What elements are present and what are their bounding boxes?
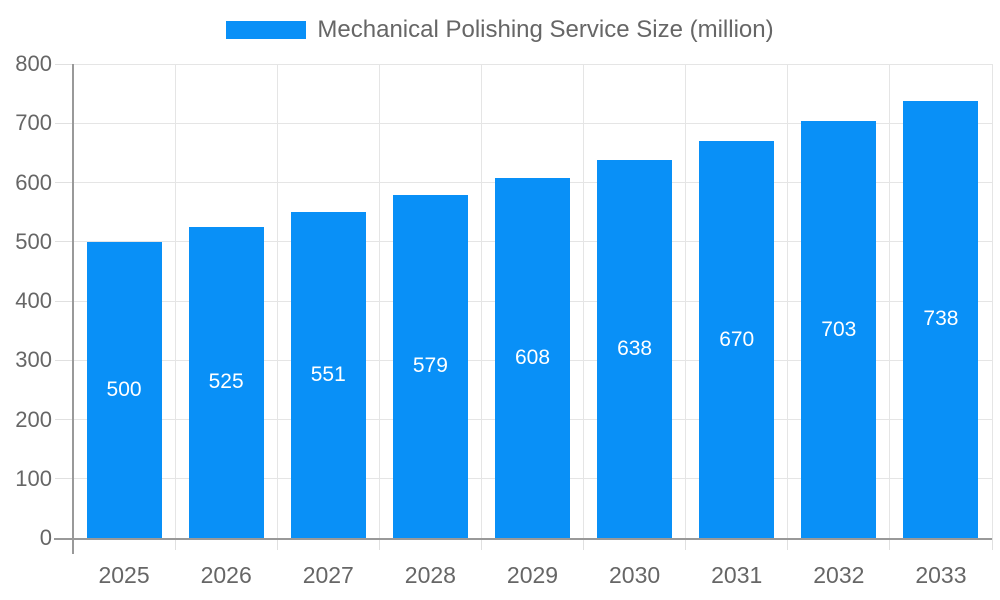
y-axis-tick	[55, 241, 73, 243]
y-tick-label: 300	[15, 347, 52, 373]
x-axis-tick	[889, 538, 891, 550]
legend-label[interactable]: Mechanical Polishing Service Size (milli…	[317, 16, 774, 43]
bar[interactable]: 525	[188, 226, 264, 538]
x-tick-label: 2032	[813, 562, 865, 588]
bar-value-label: 551	[310, 362, 346, 386]
x-axis-tick	[174, 538, 176, 550]
bar[interactable]: 738	[903, 100, 979, 538]
y-tick-label: 400	[15, 288, 52, 313]
y-tick-label: 0	[39, 525, 52, 550]
v-gridline	[991, 64, 993, 538]
bar-value-label: 500	[106, 377, 142, 401]
y-tick-label: 100	[15, 465, 52, 491]
y-axis-tick	[55, 182, 73, 183]
bar-value-label: 638	[617, 336, 653, 360]
bar-value-label: 703	[821, 317, 857, 341]
x-axis-tick	[378, 538, 380, 550]
y-tick-label: 600	[15, 169, 52, 195]
v-gridline	[583, 64, 585, 538]
bar-value-label: 525	[208, 370, 244, 394]
bar[interactable]: 579	[392, 194, 468, 538]
bar[interactable]: 551	[290, 211, 366, 538]
x-axis-line	[54, 538, 992, 540]
x-tick-label: 2025	[98, 562, 150, 588]
x-tick-label: 2028	[404, 562, 456, 588]
x-axis-tick	[991, 538, 993, 550]
bar[interactable]: 608	[495, 177, 570, 538]
v-gridline	[685, 64, 687, 538]
legend[interactable]: Mechanical Polishing Service Size (milli…	[0, 15, 1000, 45]
y-axis-tick	[55, 300, 73, 302]
bar-value-label: 608	[514, 345, 551, 369]
y-axis-tick	[55, 359, 73, 361]
bar[interactable]: 500	[86, 241, 162, 538]
x-tick-label: 2030	[609, 562, 661, 588]
x-axis-tick	[685, 538, 687, 550]
bar-value-label: 579	[412, 354, 448, 378]
bar-value-label: 738	[923, 307, 959, 331]
v-gridline	[480, 64, 482, 538]
x-tick-label: 2033	[915, 562, 967, 588]
y-tick-label: 500	[15, 228, 52, 254]
y-tick-label: 700	[15, 110, 52, 136]
y-axis-line	[72, 64, 74, 554]
x-axis-tick	[787, 538, 789, 550]
x-tick-label: 2031	[711, 562, 763, 588]
bar[interactable]: 703	[801, 121, 877, 538]
x-axis-tick	[480, 538, 482, 550]
x-tick-label: 2026	[200, 562, 252, 588]
x-tick-label: 2029	[506, 562, 559, 588]
bar-value-label: 670	[719, 327, 755, 351]
h-gridline	[73, 122, 992, 124]
x-tick-label: 2027	[302, 562, 354, 588]
h-gridline	[73, 63, 992, 65]
v-gridline	[276, 64, 278, 538]
x-axis-tick	[583, 538, 585, 550]
legend-swatch[interactable]	[226, 21, 307, 39]
bar[interactable]: 638	[597, 159, 673, 538]
x-axis-tick	[276, 538, 278, 550]
v-gridline	[378, 64, 380, 538]
y-tick-label: 800	[15, 51, 52, 76]
v-gridline	[889, 64, 891, 538]
y-axis-tick	[55, 122, 73, 124]
y-axis-tick	[55, 478, 73, 480]
bar[interactable]: 670	[699, 141, 775, 538]
v-gridline	[174, 64, 176, 538]
y-axis-tick	[55, 419, 73, 420]
y-axis-tick	[55, 63, 73, 65]
v-gridline	[787, 64, 789, 538]
y-tick-label: 200	[15, 406, 52, 432]
